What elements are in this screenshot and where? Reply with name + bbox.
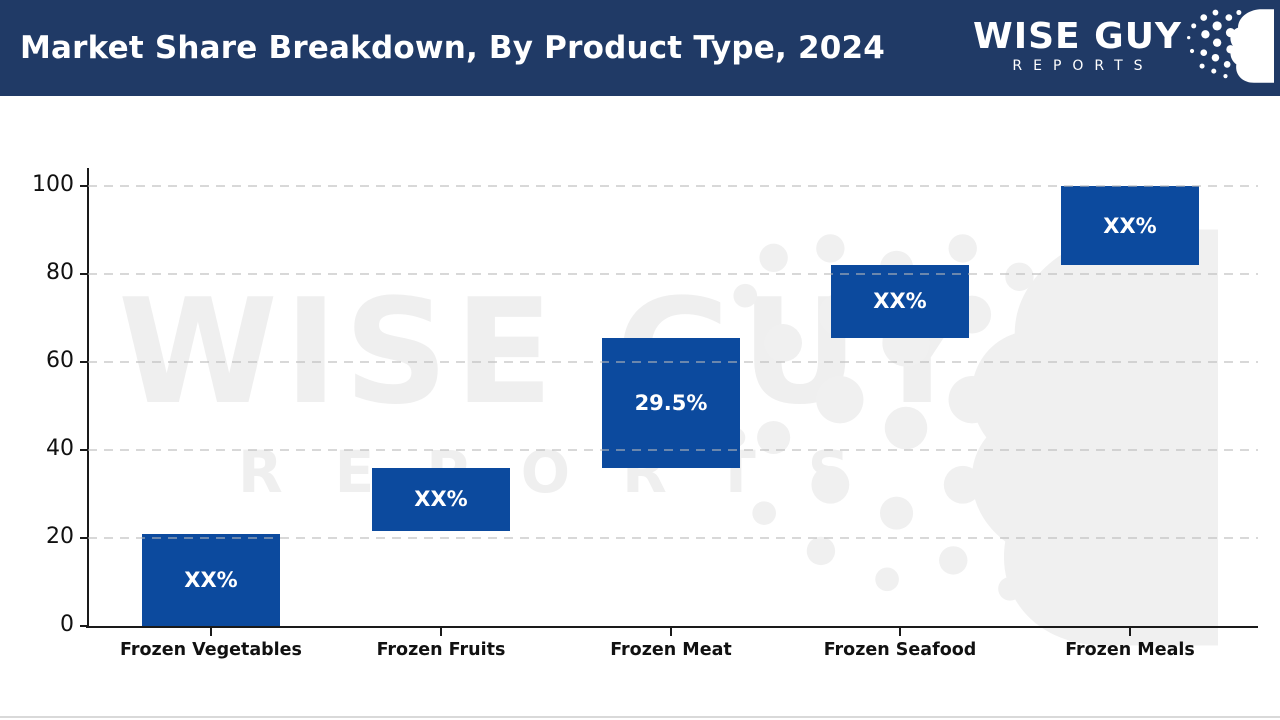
x-tick-mark — [670, 628, 672, 636]
bar-value-label: XX% — [414, 487, 468, 512]
y-tick-label: 0 — [60, 612, 74, 637]
y-tick-label: 60 — [46, 348, 74, 373]
x-tick-label: Frozen Meals — [1065, 640, 1195, 660]
x-tick-mark — [899, 628, 901, 636]
bar-value-label: XX% — [1103, 213, 1157, 238]
y-tick-mark — [80, 537, 88, 539]
logo-face-icon — [1187, 9, 1274, 83]
x-tick-label: Frozen Vegetables — [120, 640, 302, 660]
x-tick-mark — [210, 628, 212, 636]
bar-value-label: 29.5% — [634, 390, 708, 415]
bar: XX% — [831, 265, 969, 338]
y-tick-mark — [80, 185, 88, 187]
x-tick-label: Frozen Fruits — [376, 640, 506, 660]
bar: XX% — [1061, 186, 1199, 266]
logo-subtitle: REPORTS — [1012, 58, 1154, 74]
x-tick-mark — [1129, 628, 1131, 636]
bar-value-label: XX% — [873, 289, 927, 314]
y-tick-mark — [80, 449, 88, 451]
y-tick-mark — [80, 361, 88, 363]
bottom-border-line — [0, 716, 1280, 718]
y-axis — [87, 168, 89, 628]
bar: XX% — [372, 467, 510, 532]
y-tick-label: 40 — [46, 436, 74, 461]
y-tick-label: 100 — [32, 172, 74, 197]
x-tick-mark — [440, 628, 442, 636]
bar-value-label: XX% — [184, 567, 238, 592]
bar: 29.5% — [602, 337, 740, 468]
x-tick-label: Frozen Meat — [610, 640, 732, 660]
y-tick-mark — [80, 625, 88, 627]
logo-text: WISE GUY REPORTS — [972, 16, 1182, 74]
header-bar: Market Share Breakdown, By Product Type,… — [0, 0, 1280, 96]
x-axis — [86, 626, 1258, 628]
page-title: Market Share Breakdown, By Product Type,… — [20, 30, 886, 66]
logo-wordmark: WISE GUY — [972, 16, 1182, 57]
x-tick-label: Frozen Seafood — [823, 640, 977, 660]
y-tick-label: 80 — [46, 260, 74, 285]
bar: XX% — [142, 533, 280, 626]
wise-guy-reports-logo: WISE GUY REPORTS — [973, 4, 1274, 88]
y-tick-label: 20 — [46, 524, 74, 549]
y-tick-mark — [80, 273, 88, 275]
